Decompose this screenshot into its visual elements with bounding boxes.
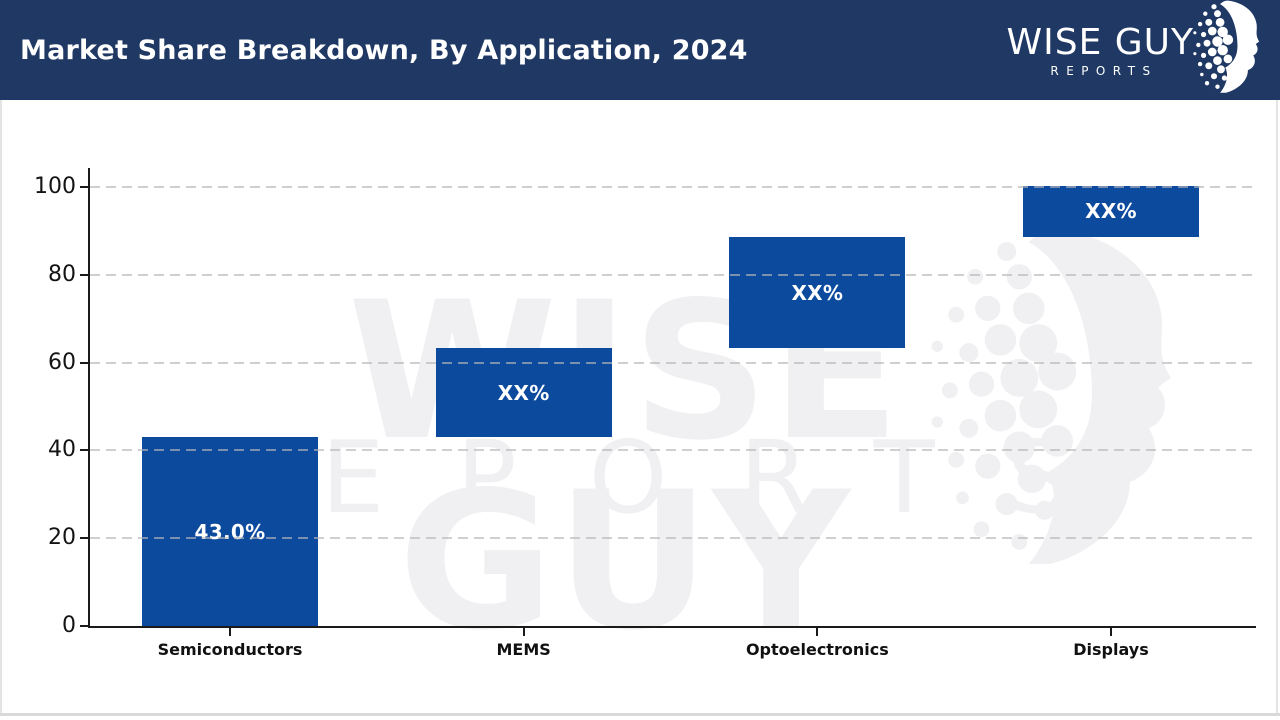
y-tick-label-80: 80 <box>48 261 76 287</box>
x-tick-semiconductors <box>229 628 231 636</box>
gridline-60 <box>90 361 1256 364</box>
page-edge-right <box>1276 100 1278 714</box>
x-tick-label-semiconductors: Semiconductors <box>157 640 303 659</box>
gridline-20 <box>90 537 1256 540</box>
bar-value-label-semiconductors: 43.0% <box>194 519 266 544</box>
x-tick-mems <box>522 628 525 636</box>
y-tick-label-60: 60 <box>48 349 76 375</box>
gridline-100 <box>90 186 1256 188</box>
y-tick-100 <box>80 186 88 188</box>
bar-displays: XX% <box>1023 185 1199 238</box>
gridline-80 <box>90 273 1256 276</box>
y-tick-20 <box>80 537 88 540</box>
brand-logo: WISE GUY REPORTS <box>1006 0 1267 96</box>
y-tick-label-0: 0 <box>62 613 76 638</box>
y-tick-60 <box>80 361 88 364</box>
x-tick-displays <box>1110 628 1112 636</box>
header-bar: Market Share Breakdown, By Application, … <box>0 0 1280 100</box>
page-edge-bottom <box>0 713 1280 716</box>
x-axis-spine <box>88 626 1256 628</box>
y-tick-label-20: 20 <box>48 525 76 551</box>
brand-subname: REPORTS <box>1050 64 1158 78</box>
x-tick-optoelectronics <box>816 628 819 636</box>
watermark-brand-subname: REPORTS <box>179 419 1143 536</box>
y-tick-80 <box>80 273 88 276</box>
y-tick-40 <box>80 449 88 452</box>
x-tick-label-displays: Displays <box>1073 640 1149 659</box>
bar-value-label-optoelectronics: XX% <box>791 280 844 305</box>
brand-name: WISE GUY <box>1006 22 1194 63</box>
watermark-dotted-head-icon <box>931 229 1171 565</box>
x-tick-label-optoelectronics: Optoelectronics <box>745 640 889 659</box>
bar-optoelectronics: XX% <box>729 237 906 349</box>
y-tick-label-100: 100 <box>34 174 76 199</box>
y-tick-label-40: 40 <box>48 437 76 463</box>
brand-logo-text: WISE GUY REPORTS <box>1006 22 1195 78</box>
dotted-head-logo-icon <box>1193 0 1260 93</box>
bar-value-label-mems: XX% <box>497 380 550 405</box>
chart-title: Market Share Breakdown, By Application, … <box>20 34 748 66</box>
page-edge-left <box>0 100 2 714</box>
y-axis-spine <box>88 168 90 628</box>
gridline-40 <box>90 449 1256 452</box>
x-tick-label-mems: MEMS <box>496 640 551 659</box>
y-tick-0 <box>80 625 88 627</box>
bar-value-label-displays: XX% <box>1085 199 1137 224</box>
bar-semiconductors: 43.0% <box>142 437 318 626</box>
